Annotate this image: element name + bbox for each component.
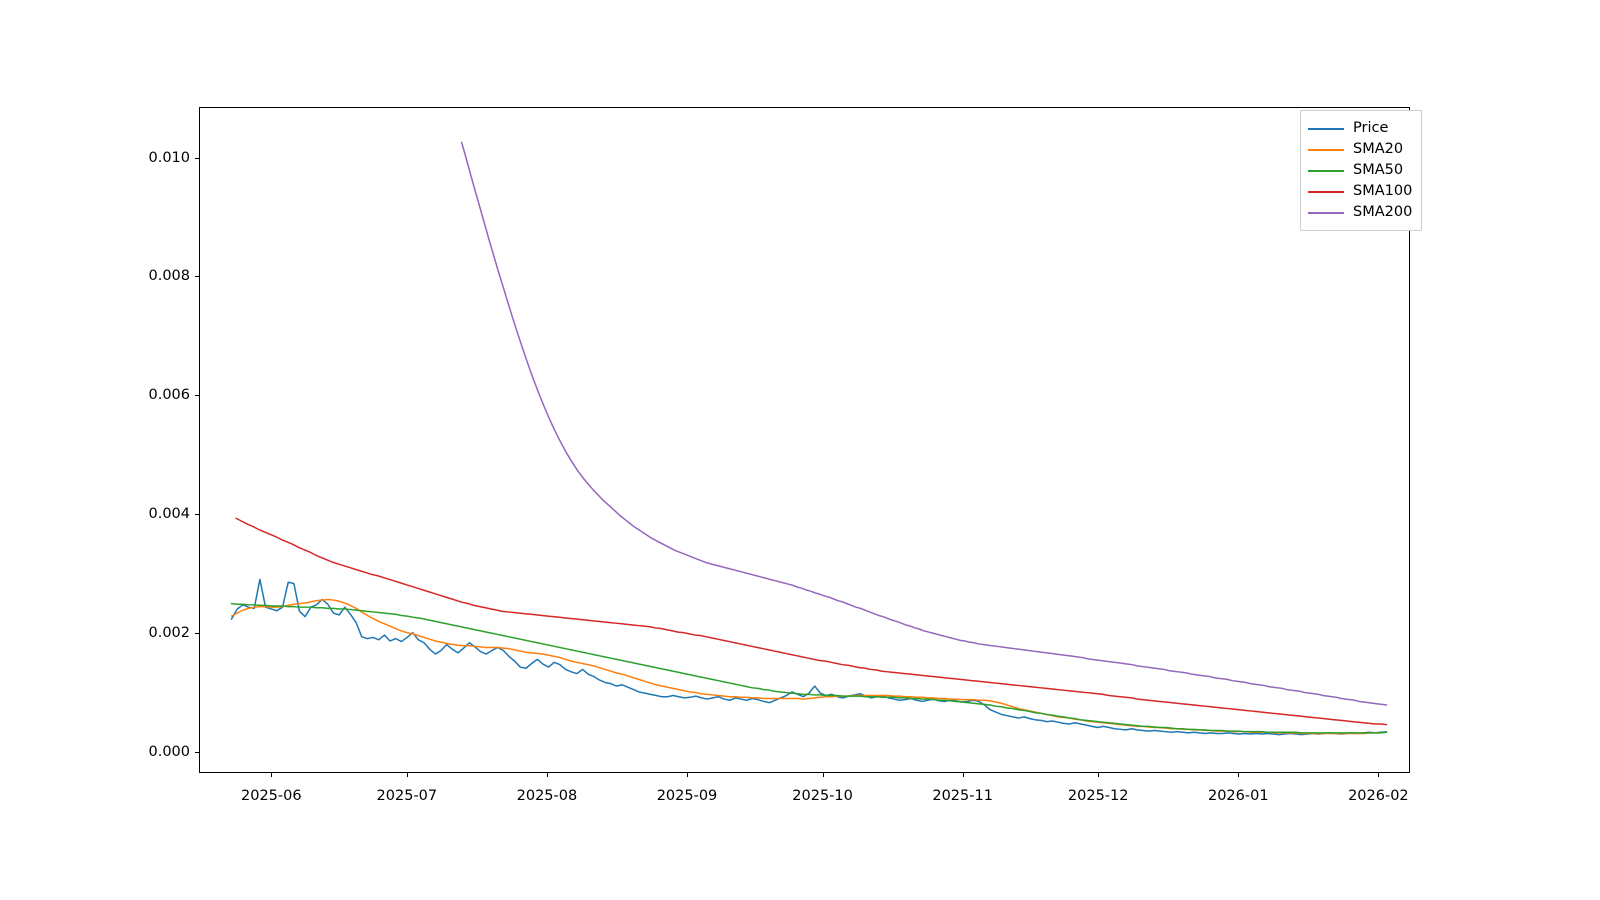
chart-legend[interactable]: Price SMA20 SMA50 SMA100 SMA200: [1300, 110, 1423, 231]
series-line-sma100: [235, 517, 1388, 726]
x-axis-tick-mark: [1238, 773, 1240, 777]
legend-swatch-sma50-icon: [1308, 169, 1344, 172]
y-axis-tick-mark: [195, 276, 199, 278]
y-axis-tick-label: 0.002: [148, 625, 190, 642]
x-axis-tick-mark: [1098, 773, 1100, 777]
x-axis-tick-label: 2025-10: [792, 788, 853, 804]
legend-item-sma100[interactable]: SMA100: [1308, 181, 1412, 202]
x-axis-tick-label: 2025-12: [1067, 788, 1129, 804]
x-axis-tick-label: 2026-02: [1348, 788, 1409, 804]
y-axis-tick-mark: [195, 157, 199, 159]
legend-item-price[interactable]: Price: [1308, 118, 1412, 139]
y-axis-tick-mark: [195, 514, 199, 516]
series-line-sma200: [460, 141, 1388, 706]
legend-label: SMA200: [1353, 204, 1413, 221]
legend-label: SMA20: [1353, 141, 1404, 158]
legend-item-sma20[interactable]: SMA20: [1308, 139, 1412, 160]
series-line-sma50: [230, 602, 1388, 734]
y-axis-tick-label: 0.000: [148, 744, 190, 761]
x-axis-tick-mark: [406, 773, 408, 777]
legend-swatch-sma200-icon: [1308, 211, 1344, 214]
series-line-sma20: [230, 598, 1388, 735]
legend-item-sma50[interactable]: SMA50: [1308, 160, 1412, 181]
x-axis-tick-label: 2025-06: [241, 788, 302, 804]
y-axis-tick-label: 0.010: [148, 149, 190, 166]
y-axis-tick-label: 0.008: [148, 268, 190, 285]
legend-label: SMA100: [1353, 183, 1413, 200]
x-axis-tick-mark: [271, 773, 273, 777]
y-axis-tick-mark: [195, 752, 199, 754]
x-axis-tick-labels: 2025-06 2025-07 2025-08 2025-09 2025-10 2025-…: [0, 788, 1600, 812]
x-axis-tick-mark: [962, 773, 964, 777]
y-axis-tick-mark: [195, 633, 199, 635]
y-axis-tick-labels: 0.000 0.002 0.004 0.006 0.008 0.010: [60, 107, 190, 773]
x-axis-tick-label: 2025-11: [932, 788, 993, 804]
y-axis-tick-label: 0.004: [148, 506, 190, 523]
x-axis-tick-label: 2025-09: [656, 788, 718, 804]
legend-label: SMA50: [1353, 162, 1404, 179]
x-axis-tick-label: 2025-08: [516, 788, 578, 804]
legend-swatch-sma100-icon: [1308, 190, 1344, 193]
y-axis-tick-label: 0.006: [148, 387, 190, 404]
series-line-price: [230, 578, 1388, 736]
x-axis-tick-mark: [687, 773, 688, 777]
x-axis-tick-label: 2026-01: [1207, 788, 1269, 804]
legend-swatch-price-icon: [1308, 127, 1344, 130]
legend-item-sma200[interactable]: SMA200: [1308, 202, 1412, 223]
y-axis-tick-mark: [195, 395, 199, 397]
plot-area: [199, 107, 1410, 773]
x-axis-tick-mark: [546, 773, 548, 777]
legend-swatch-sma20-icon: [1308, 148, 1344, 151]
x-axis-tick-label: 2025-07: [376, 788, 438, 804]
x-axis-tick-mark: [1378, 773, 1380, 777]
series-lines: [230, 141, 1388, 736]
legend-label: Price: [1353, 120, 1389, 137]
x-axis-tick-mark: [822, 773, 824, 777]
